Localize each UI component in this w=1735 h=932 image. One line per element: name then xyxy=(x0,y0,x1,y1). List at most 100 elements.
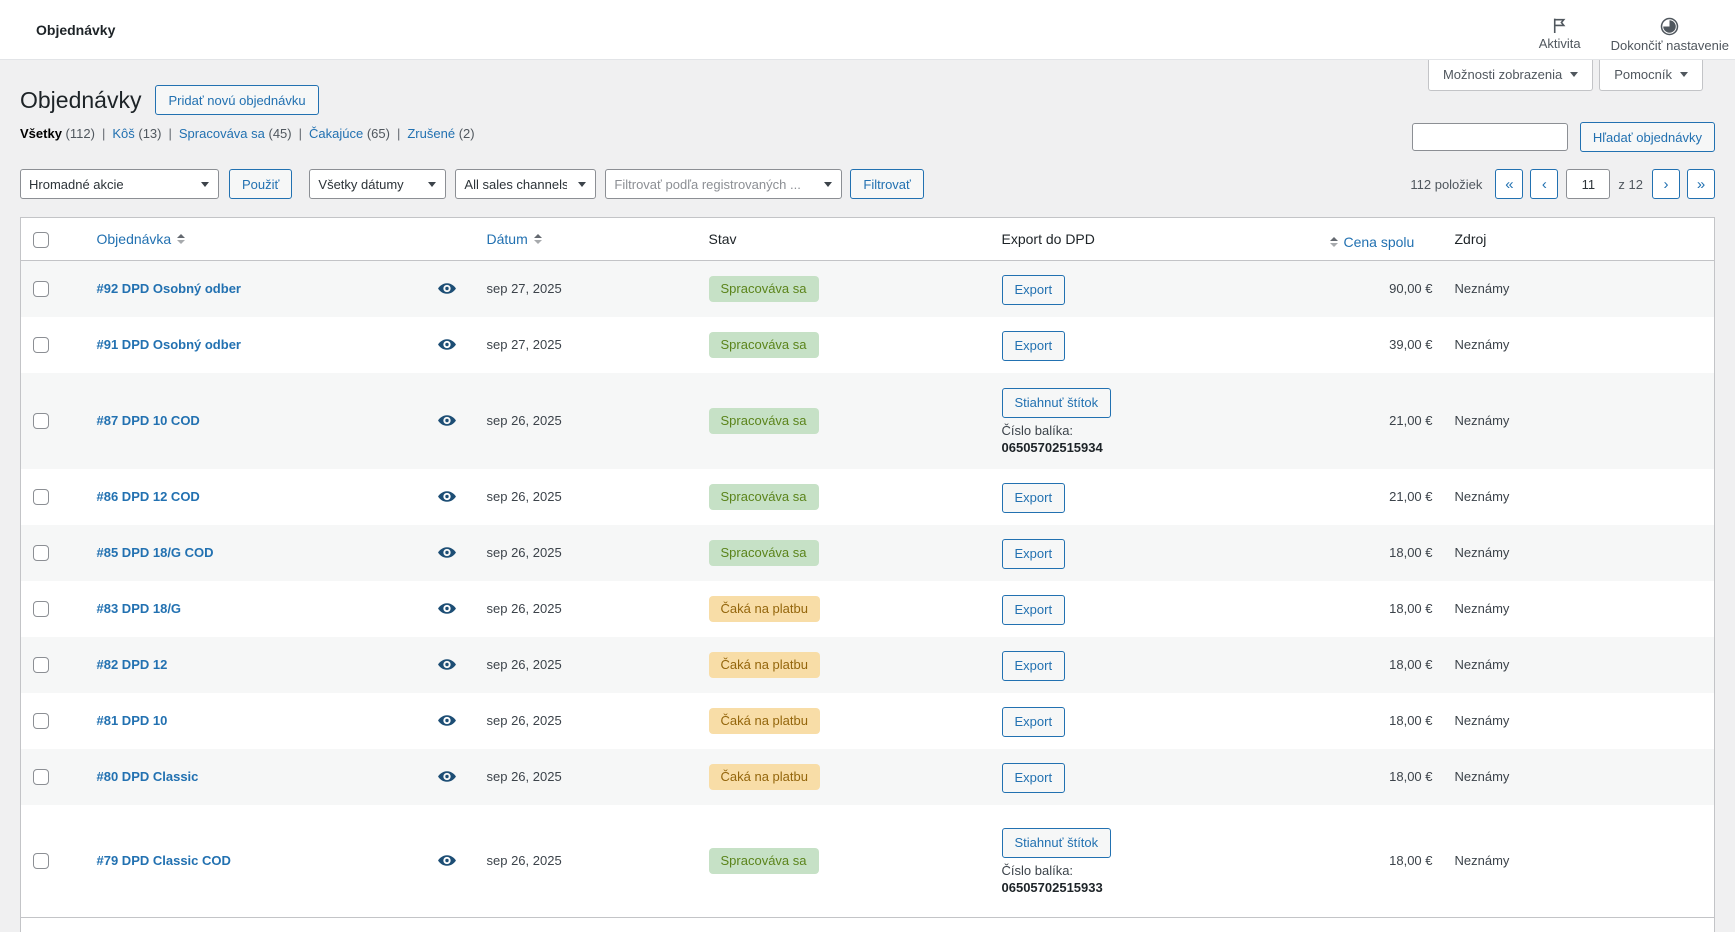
first-page-button[interactable]: « xyxy=(1495,169,1523,199)
preview-button[interactable] xyxy=(435,852,459,869)
order-total: 18,00 € xyxy=(1389,769,1432,784)
status-badge: Čaká na platbu xyxy=(709,764,820,790)
orders-tbody: #92 DPD Osobný odber sep 27, 2025 Spraco… xyxy=(21,261,1715,918)
order-source: Neznámy xyxy=(1455,413,1510,428)
next-page-button[interactable]: › xyxy=(1652,169,1680,199)
row-checkbox[interactable] xyxy=(33,337,49,353)
table-row: #91 DPD Osobný odber sep 27, 2025 Spraco… xyxy=(21,317,1715,373)
row-checkbox[interactable] xyxy=(33,713,49,729)
order-source: Neznámy xyxy=(1455,657,1510,672)
sort-arrows-icon xyxy=(1330,237,1338,247)
preview-button[interactable] xyxy=(435,768,459,785)
view-processing[interactable]: Spracováva sa (45)| xyxy=(179,125,309,143)
current-page-input[interactable] xyxy=(1566,169,1610,199)
date-filter-select[interactable]: Všetky dátumy xyxy=(309,169,446,199)
add-order-button[interactable]: Pridať novú objednávku xyxy=(155,85,318,115)
registered-customer-select[interactable]: Filtrovať podľa registrovaných ... xyxy=(605,169,842,199)
pagination: 112 položiek « ‹ z 12 › » xyxy=(1410,169,1715,199)
order-link[interactable]: #82 DPD 12 xyxy=(97,657,168,672)
help-toggle[interactable]: Pomocník xyxy=(1599,60,1703,91)
package-info: Číslo balíka: 06505702515933 xyxy=(1002,862,1330,896)
select-all-checkbox[interactable] xyxy=(33,232,49,248)
preview-button[interactable] xyxy=(435,544,459,561)
table-row: #79 DPD Classic COD sep 26, 2025 Spracov… xyxy=(21,805,1715,918)
order-total: 18,00 € xyxy=(1389,545,1432,560)
table-row: #85 DPD 18/G COD sep 26, 2025 Spracováva… xyxy=(21,525,1715,581)
table-row: #82 DPD 12 sep 26, 2025 Čaká na platbu E… xyxy=(21,637,1715,693)
order-link[interactable]: #87 DPD 10 COD xyxy=(97,413,200,428)
export-button[interactable]: Stiahnuť štítok xyxy=(1002,388,1112,418)
row-checkbox[interactable] xyxy=(33,657,49,673)
view-cancelled[interactable]: Zrušené (2) xyxy=(407,125,474,143)
preview-button[interactable] xyxy=(435,656,459,673)
prev-page-button[interactable]: ‹ xyxy=(1530,169,1558,199)
order-link[interactable]: #86 DPD 12 COD xyxy=(97,489,200,504)
filter-button[interactable]: Filtrovať xyxy=(850,169,924,199)
date-column-header: Dátum xyxy=(487,231,528,247)
preview-column-header xyxy=(417,218,477,261)
row-checkbox[interactable] xyxy=(33,545,49,561)
order-total: 21,00 € xyxy=(1389,489,1432,504)
preview-button[interactable] xyxy=(435,412,459,429)
export-button[interactable]: Export xyxy=(1002,539,1066,569)
row-checkbox[interactable] xyxy=(33,281,49,297)
search-input[interactable] xyxy=(1412,123,1568,151)
export-button[interactable]: Export xyxy=(1002,275,1066,305)
export-button[interactable]: Stiahnuť štítok xyxy=(1002,828,1112,858)
order-link[interactable]: #81 DPD 10 xyxy=(97,713,168,728)
order-link[interactable]: #92 DPD Osobný odber xyxy=(97,281,241,296)
finish-setup-button[interactable]: Dokončiť nastavenie xyxy=(1611,17,1729,53)
apply-button[interactable]: Použiť xyxy=(229,169,292,199)
order-source: Neznámy xyxy=(1455,769,1510,784)
sort-by-order[interactable]: Objednávka xyxy=(97,231,186,247)
row-checkbox[interactable] xyxy=(33,413,49,429)
order-link[interactable]: #79 DPD Classic COD xyxy=(97,853,231,868)
export-button[interactable]: Export xyxy=(1002,483,1066,513)
last-page-button[interactable]: » xyxy=(1687,169,1715,199)
preview-button[interactable] xyxy=(435,280,459,297)
sort-by-total[interactable]: Cena spolu xyxy=(1330,234,1415,250)
filters-bar: Hromadné akcie Použiť Všetky dátumy All … xyxy=(20,169,924,199)
customer-filter-wrap: Filtrovať podľa registrovaných ... xyxy=(605,169,842,199)
help-label: Pomocník xyxy=(1614,67,1672,82)
view-pending[interactable]: Čakajúce (65)| xyxy=(309,125,407,143)
row-checkbox[interactable] xyxy=(33,853,49,869)
order-source: Neznámy xyxy=(1455,713,1510,728)
top-bar-title: Objednávky xyxy=(36,22,115,38)
order-link[interactable]: #91 DPD Osobný odber xyxy=(97,337,241,352)
order-link[interactable]: #83 DPD 18/G xyxy=(97,601,182,616)
preview-button[interactable] xyxy=(435,336,459,353)
table-footer-band xyxy=(20,917,1715,932)
preview-button[interactable] xyxy=(435,600,459,617)
export-button[interactable]: Export xyxy=(1002,331,1066,361)
eye-icon xyxy=(437,282,457,295)
preview-button[interactable] xyxy=(435,488,459,505)
eye-icon xyxy=(437,658,457,671)
status-column-header: Stav xyxy=(709,231,737,247)
search-orders-button[interactable]: Hľadať objednávky xyxy=(1580,122,1715,152)
eye-icon xyxy=(437,490,457,503)
order-column-header: Objednávka xyxy=(97,231,172,247)
row-checkbox[interactable] xyxy=(33,769,49,785)
status-badge: Čaká na platbu xyxy=(709,652,820,678)
preview-button[interactable] xyxy=(435,712,459,729)
row-checkbox[interactable] xyxy=(33,489,49,505)
order-link[interactable]: #80 DPD Classic xyxy=(97,769,199,784)
row-checkbox[interactable] xyxy=(33,601,49,617)
view-all[interactable]: Všetky (112)| xyxy=(20,125,112,143)
export-button[interactable]: Export xyxy=(1002,595,1066,625)
bulk-actions-select[interactable]: Hromadné akcie xyxy=(20,169,219,199)
table-row: #92 DPD Osobný odber sep 27, 2025 Spraco… xyxy=(21,261,1715,317)
screen-options-toggle[interactable]: Možnosti zobrazenia xyxy=(1428,60,1593,91)
export-button[interactable]: Export xyxy=(1002,651,1066,681)
activity-button[interactable]: Aktivita xyxy=(1539,17,1581,51)
view-trash[interactable]: Kôš (13)| xyxy=(112,125,179,143)
sales-channel-select[interactable]: All sales channels xyxy=(455,169,596,199)
order-source: Neznámy xyxy=(1455,337,1510,352)
export-button[interactable]: Export xyxy=(1002,707,1066,737)
sort-by-date[interactable]: Dátum xyxy=(487,231,542,247)
order-total: 18,00 € xyxy=(1389,601,1432,616)
order-link[interactable]: #85 DPD 18/G COD xyxy=(97,545,214,560)
export-button[interactable]: Export xyxy=(1002,763,1066,793)
setup-progress-icon xyxy=(1660,17,1679,36)
